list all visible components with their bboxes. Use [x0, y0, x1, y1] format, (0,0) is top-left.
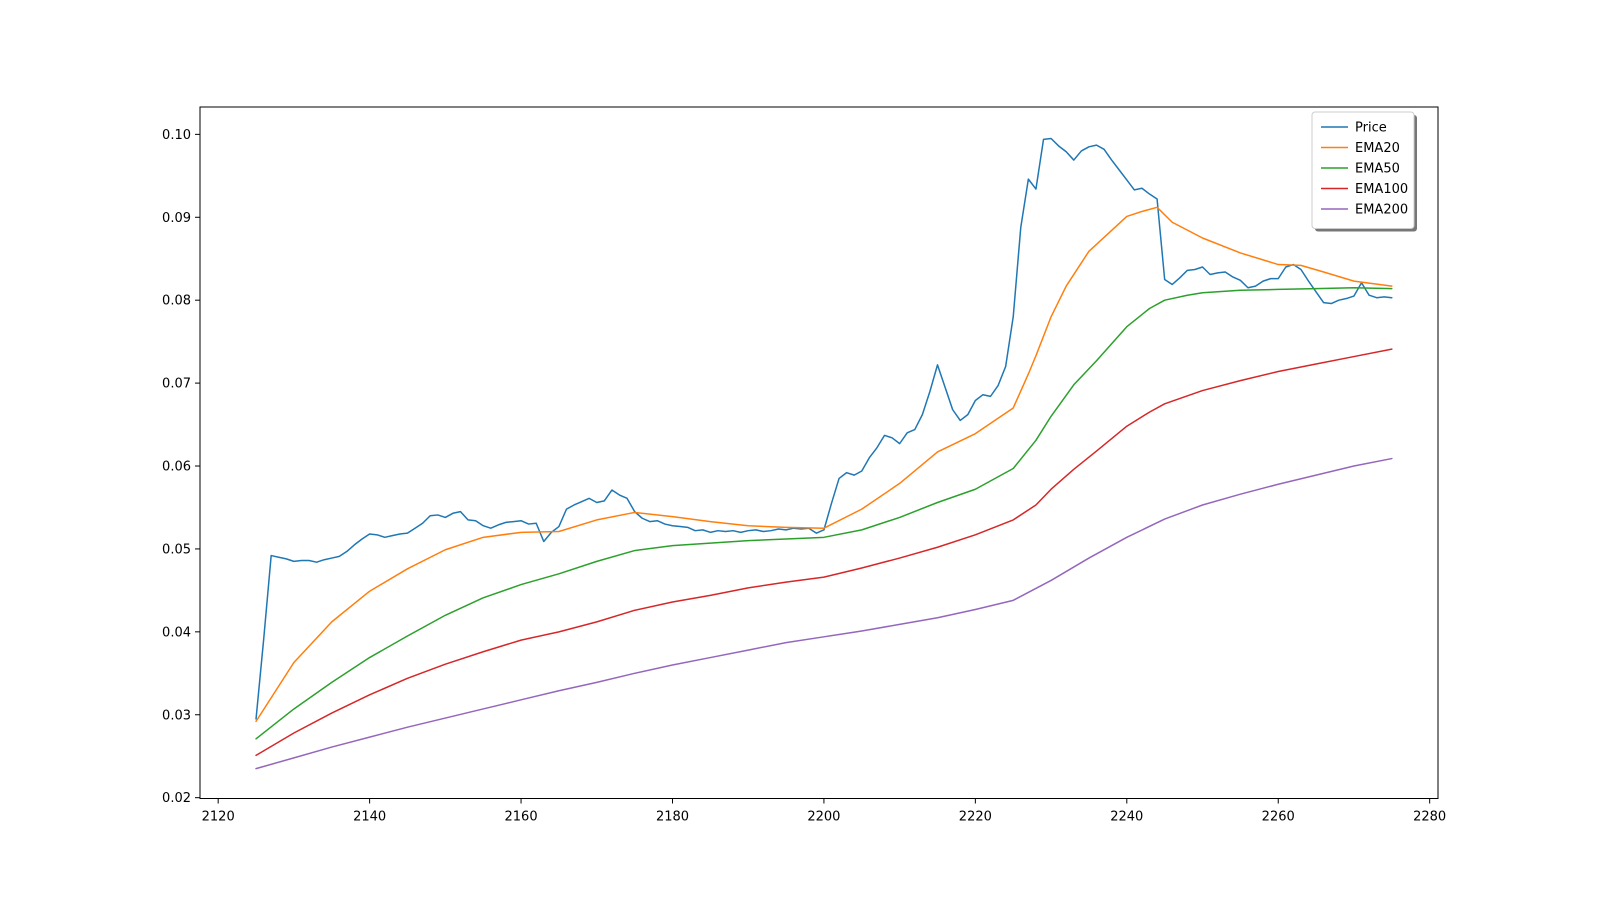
- y-tick-label: 0.03: [162, 708, 191, 723]
- legend-label: EMA20: [1355, 141, 1400, 156]
- x-axis: 2120 2140 2160 2180 2200 2220 2240 2260 2280: [202, 798, 1446, 825]
- y-tick-label: 0.06: [162, 460, 191, 475]
- y-tick-label: 0.07: [162, 377, 191, 392]
- x-tick-label: 2260: [1262, 810, 1295, 825]
- y-tick-label: 0.10: [162, 128, 191, 143]
- legend-entry-price: Price: [1321, 121, 1387, 136]
- legend-label: EMA100: [1355, 182, 1408, 197]
- series-line-ema20: [255, 206, 1393, 723]
- x-tick-label: 2160: [505, 810, 538, 825]
- legend-label: EMA200: [1355, 203, 1408, 218]
- legend-entry-ema20: EMA20: [1321, 141, 1400, 156]
- y-axis: 0.02 0.03 0.04 0.05 0.06 0.07 0.08 0.09 0.10: [162, 128, 200, 806]
- x-tick-label: 2280: [1413, 810, 1446, 825]
- x-tick-label: 2140: [353, 810, 386, 825]
- x-tick-label: 2180: [656, 810, 689, 825]
- series-line-ema50: [255, 287, 1393, 740]
- y-tick-label: 0.09: [162, 211, 191, 226]
- x-tick-label: 2200: [807, 810, 840, 825]
- legend-entry-ema100: EMA100: [1321, 182, 1408, 197]
- series-line-ema100: [255, 348, 1393, 757]
- series-group: [255, 137, 1393, 770]
- series-line-ema200: [255, 457, 1393, 770]
- x-tick-label: 2120: [202, 810, 235, 825]
- y-tick-label: 0.08: [162, 294, 191, 309]
- legend-entry-ema200: EMA200: [1321, 203, 1408, 218]
- y-tick-label: 0.05: [162, 542, 191, 557]
- series-line-price: [255, 137, 1393, 720]
- legend-label: Price: [1355, 121, 1387, 136]
- legend-entry-ema50: EMA50: [1321, 162, 1400, 177]
- legend: Price EMA20 EMA50 EMA100 EMA200: [1311, 111, 1417, 232]
- y-tick-label: 0.04: [162, 625, 191, 640]
- x-tick-label: 2220: [959, 810, 992, 825]
- y-tick-label: 0.02: [162, 791, 191, 806]
- x-tick-label: 2240: [1110, 810, 1143, 825]
- legend-frame: [1311, 111, 1415, 229]
- axes-frame: [199, 106, 1439, 799]
- legend-label: EMA50: [1355, 162, 1400, 177]
